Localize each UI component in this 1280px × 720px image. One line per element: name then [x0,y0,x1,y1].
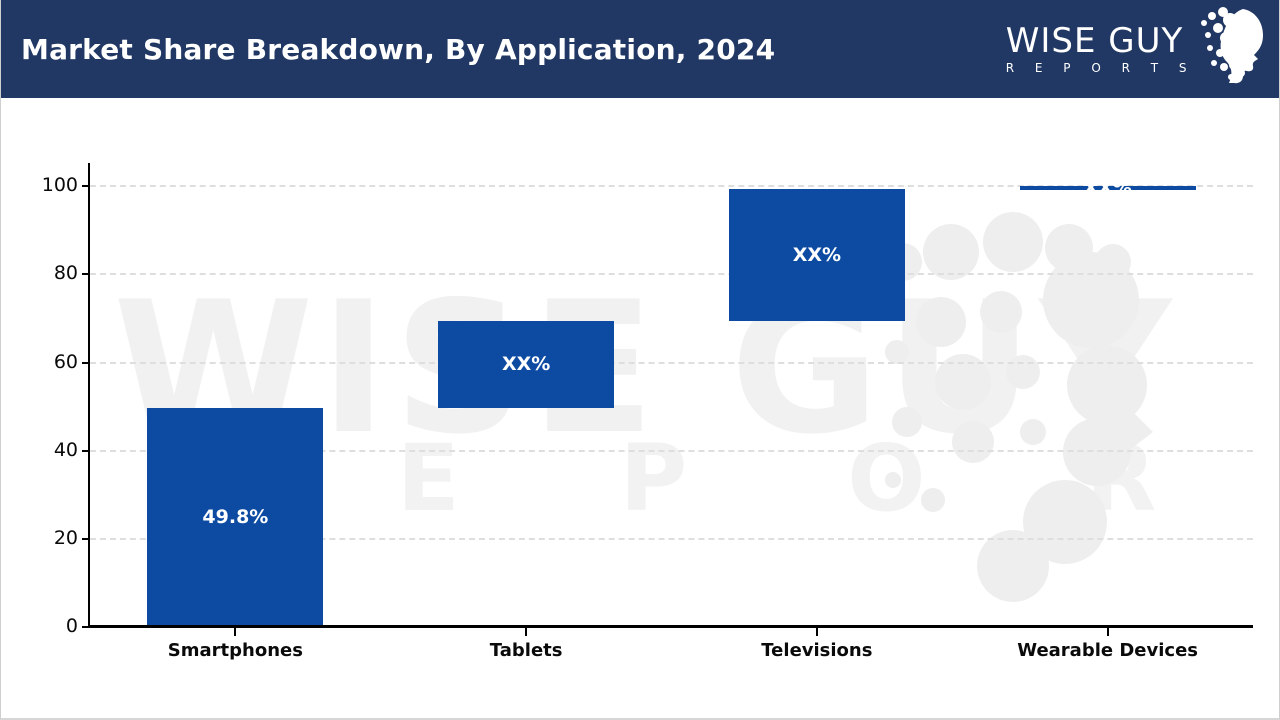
y-axis-tick [82,273,90,276]
gridline [90,361,1253,364]
y-axis-line [88,163,90,627]
y-axis-tick [82,361,90,364]
y-axis-tick [82,537,90,540]
x-axis-tick [234,627,237,636]
x-axis-tick [1106,627,1109,636]
bar-value-label: 49.8% [202,506,269,529]
bar-value-label: XX% [1083,177,1132,200]
bar-segment [147,407,324,627]
category-label: Tablets [489,640,563,661]
x-axis-line [88,625,1253,628]
gridline [90,449,1253,452]
brand-subname: R E P O R T S [1005,61,1195,75]
y-tick-label: 0 [65,615,78,637]
gridline [90,273,1253,276]
page-title: Market Share Breakdown, By Application, … [21,32,776,66]
brand-name: WISE GUY [1005,21,1184,61]
bar-segment [1019,186,1196,191]
y-tick-label: 100 [41,174,78,197]
y-axis-tick [82,449,90,452]
brand-logo-text: WISE GUY R E P O R T S [1006,24,1195,74]
y-tick-label: 40 [53,438,78,461]
y-axis-tick [82,626,90,628]
category-label: Smartphones [167,640,303,661]
bar-segment [438,321,615,408]
bar-value-label: XX% [792,243,842,266]
y-tick-label: 60 [53,350,78,373]
x-axis-tick [815,627,818,636]
x-axis-tick [525,627,528,636]
category-label: Televisions [761,640,873,661]
face-profile-icon [1201,7,1263,84]
category-label: Wearable Devices [1017,640,1198,661]
gridline [90,185,1253,188]
y-tick-label: 20 [53,526,78,549]
brand-logo: WISE GUY R E P O R T S [1006,7,1265,91]
waterfall-chart: 0 20 40 60 80 100 49.8% Smartphones XX% Tablets XX… [1,98,1279,718]
bar-value-label: XX% [501,353,551,376]
y-tick-label: 80 [53,262,78,285]
gridline [90,537,1253,540]
header-bar: Market Share Breakdown, By Application, … [1,0,1279,98]
y-axis-tick [82,185,90,188]
